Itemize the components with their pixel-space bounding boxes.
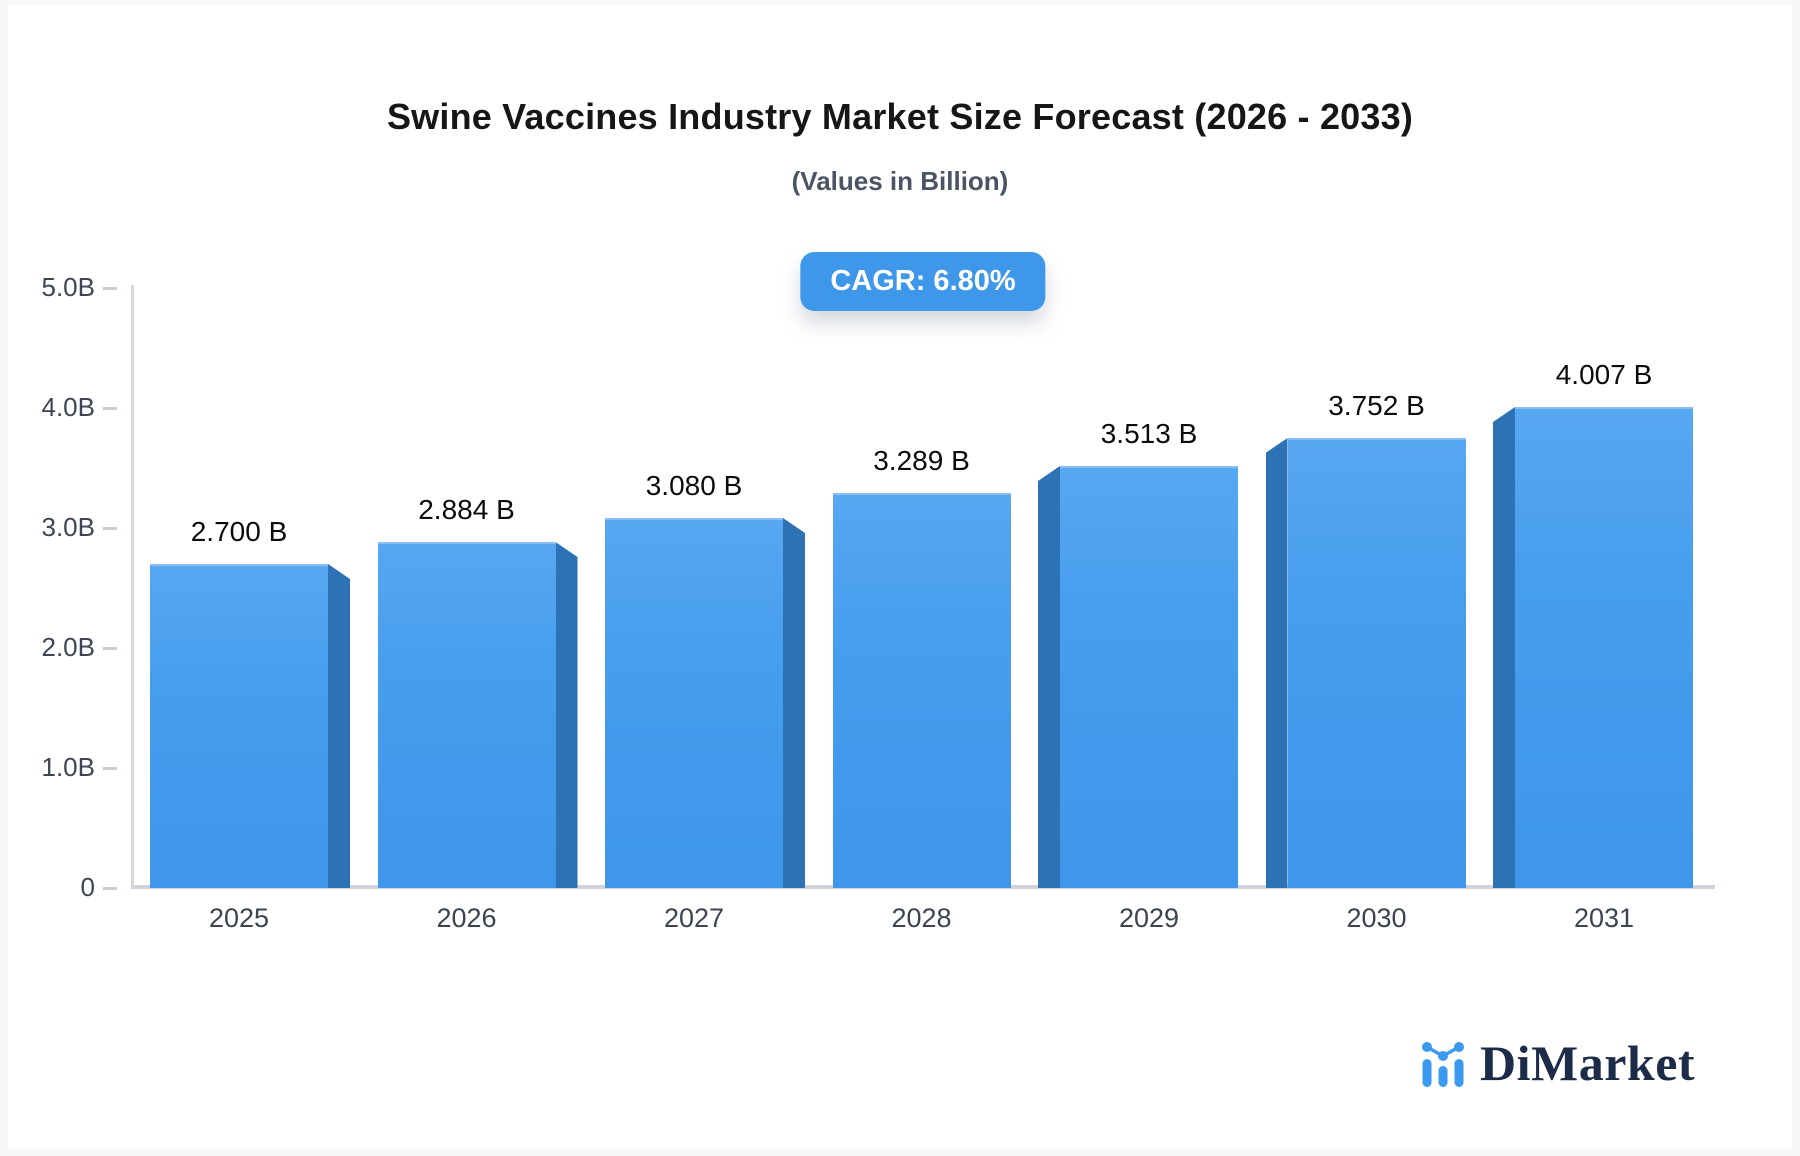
x-axis-label: 2025 xyxy=(208,903,270,933)
bar-value-label: 3.080 B xyxy=(645,470,743,501)
brand-logo: DiMarket xyxy=(1420,1038,1695,1088)
chart-subtitle: (Values in Billion) xyxy=(791,166,1009,196)
bar-value-label: 3.513 B xyxy=(1100,418,1198,449)
cagr-badge-text: CAGR: 6.80% xyxy=(830,265,1016,297)
bar-value-label: 3.289 B xyxy=(873,445,970,476)
bar-side-face xyxy=(1493,407,1515,888)
bar-2029 xyxy=(1060,466,1238,888)
bar-chart-icon xyxy=(1422,1042,1464,1087)
y-axis-label: 1.0B xyxy=(41,752,96,782)
y-axis-label: 2.0B xyxy=(41,632,96,662)
bar-2026 xyxy=(377,542,556,888)
x-axis-label: 2027 xyxy=(663,903,725,933)
bar-side-face xyxy=(783,518,805,888)
bar-2025 xyxy=(150,564,328,888)
cagr-badge: CAGR: 6.80% xyxy=(800,252,1046,311)
bar-value-label: 3.752 B xyxy=(1328,390,1425,421)
y-axis-tick xyxy=(103,527,117,530)
bar-2027 xyxy=(605,518,783,888)
bar-2028 xyxy=(832,493,1011,888)
bar-side-face xyxy=(1038,466,1060,888)
y-axis-label: 0 xyxy=(80,872,95,902)
y-axis-label: 5.0B xyxy=(41,272,96,302)
x-axis-label: 2030 xyxy=(1346,903,1407,933)
y-axis-tick xyxy=(103,767,117,770)
bar-value-label: 4.007 B xyxy=(1555,359,1653,390)
x-axis-label: 2031 xyxy=(1573,903,1635,933)
x-axis-label: 2028 xyxy=(891,903,952,933)
y-axis-line xyxy=(131,285,134,889)
brand-name: DiMarket xyxy=(1480,1035,1696,1091)
bar-side-face xyxy=(1265,438,1288,888)
y-axis-tick xyxy=(103,407,117,410)
y-axis-label: 4.0B xyxy=(41,392,96,422)
bar-2030 xyxy=(1287,438,1466,888)
bar-2031 xyxy=(1515,407,1693,888)
x-axis-label: 2026 xyxy=(436,903,497,933)
bar-value-label: 2.700 B xyxy=(190,516,288,547)
y-axis-label: 3.0B xyxy=(41,512,96,542)
bar-side-face xyxy=(328,564,350,888)
y-axis-tick xyxy=(103,287,117,290)
y-axis-tick xyxy=(103,647,117,650)
bar-value-label: 2.884 B xyxy=(418,494,515,525)
bar-side-face xyxy=(555,542,578,888)
y-axis-tick xyxy=(103,887,117,890)
chart-title: Swine Vaccines Industry Market Size Fore… xyxy=(386,96,1414,137)
x-axis-label: 2029 xyxy=(1118,903,1180,933)
